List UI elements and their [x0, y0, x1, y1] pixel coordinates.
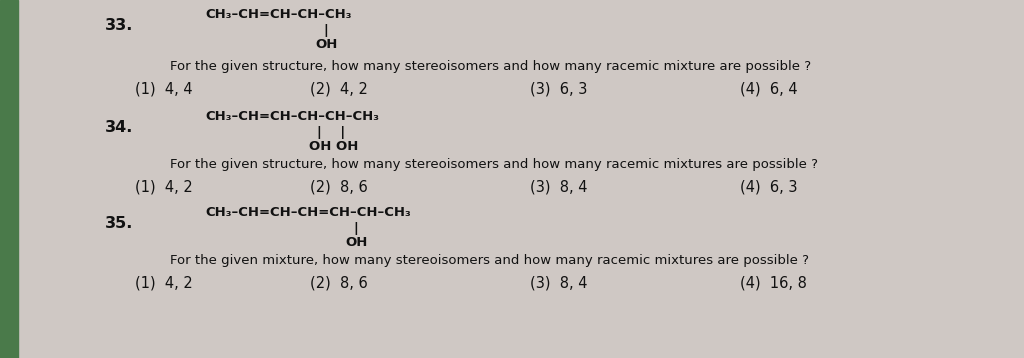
Text: |    |: | |	[317, 126, 345, 139]
Text: OH OH: OH OH	[309, 140, 358, 153]
Text: For the given mixture, how many stereoisomers and how many racemic mixtures are : For the given mixture, how many stereois…	[170, 254, 809, 267]
Text: 35.: 35.	[105, 216, 133, 231]
Text: CH₃–CH=CH–CH=CH–CH–CH₃: CH₃–CH=CH–CH=CH–CH–CH₃	[205, 206, 411, 219]
Text: CH₃–CH=CH–CH–CH₃: CH₃–CH=CH–CH–CH₃	[205, 8, 351, 21]
Text: (1)  4, 4: (1) 4, 4	[135, 82, 193, 97]
Text: OH: OH	[345, 236, 368, 249]
Text: (2)  8, 6: (2) 8, 6	[310, 276, 368, 291]
Text: (3)  8, 4: (3) 8, 4	[530, 276, 588, 291]
Text: 33.: 33.	[105, 18, 133, 33]
Text: |: |	[353, 222, 357, 235]
Text: (2)  4, 2: (2) 4, 2	[310, 82, 368, 97]
Text: (4)  16, 8: (4) 16, 8	[740, 276, 807, 291]
Text: |: |	[323, 24, 328, 37]
Text: (1)  4, 2: (1) 4, 2	[135, 276, 193, 291]
Text: (3)  8, 4: (3) 8, 4	[530, 180, 588, 195]
Text: (1)  4, 2: (1) 4, 2	[135, 180, 193, 195]
Text: (2)  8, 6: (2) 8, 6	[310, 180, 368, 195]
Text: CH₃–CH=CH–CH–CH–CH₃: CH₃–CH=CH–CH–CH–CH₃	[205, 110, 379, 123]
Text: (3)  6, 3: (3) 6, 3	[530, 82, 588, 97]
Text: (4)  6, 4: (4) 6, 4	[740, 82, 798, 97]
Text: For the given structure, how many stereoisomers and how many racemic mixture are: For the given structure, how many stereo…	[170, 60, 811, 73]
Text: (4)  6, 3: (4) 6, 3	[740, 180, 798, 195]
Text: 34.: 34.	[105, 120, 133, 135]
Text: OH: OH	[315, 38, 337, 51]
Bar	[0, 0, 18, 358]
Text: For the given structure, how many stereoisomers and how many racemic mixtures ar: For the given structure, how many stereo…	[170, 158, 818, 171]
